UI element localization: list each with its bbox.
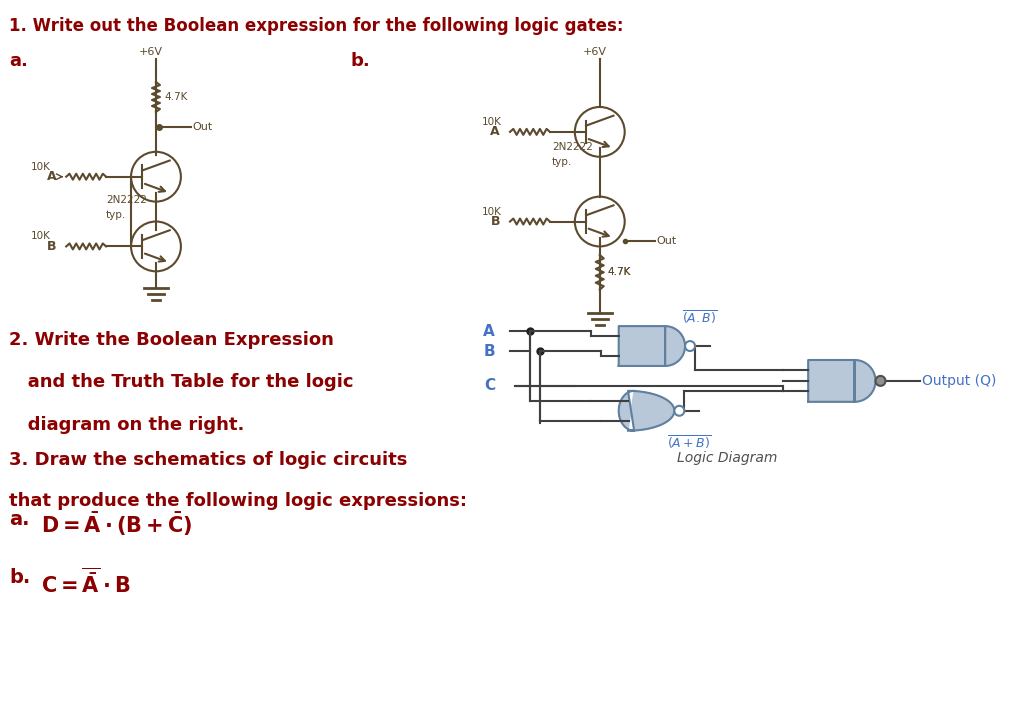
Text: 4.7K: 4.7K [607,267,631,277]
Text: B: B [47,240,56,253]
Text: $\overline{(A.B)}$: $\overline{(A.B)}$ [682,309,718,326]
Text: A: A [490,125,500,139]
Polygon shape [808,360,876,402]
Text: b.: b. [9,568,31,587]
Text: B: B [483,343,495,358]
Text: $\overline{(A+B)}$: $\overline{(A+B)}$ [668,434,712,451]
Text: that produce the following logic expressions:: that produce the following logic express… [9,493,467,510]
Text: a.: a. [9,510,30,530]
Text: 1. Write out the Boolean expression for the following logic gates:: 1. Write out the Boolean expression for … [9,17,624,36]
Circle shape [675,406,684,416]
Text: Logic Diagram: Logic Diagram [678,451,778,464]
Text: diagram on the right.: diagram on the right. [9,416,245,434]
Text: 2N2222: 2N2222 [552,141,593,152]
Text: b.: b. [350,52,371,70]
Polygon shape [618,391,675,431]
Text: and the Truth Table for the logic: and the Truth Table for the logic [9,373,354,391]
Text: 10K: 10K [482,117,502,127]
Text: 4.7K: 4.7K [607,267,631,277]
Text: A: A [47,170,56,183]
Text: $\mathbf{C = \overline{\bar{A}} \cdot B}$: $\mathbf{C = \overline{\bar{A}} \cdot B}… [41,568,131,598]
Text: Out: Out [193,122,213,132]
Circle shape [876,376,886,386]
Text: B: B [490,215,500,228]
Text: A: A [483,324,495,338]
Text: 10K: 10K [32,232,51,242]
Text: +6V: +6V [583,47,607,57]
Text: 10K: 10K [32,161,51,172]
Text: Out: Out [656,237,677,247]
Text: 4.7K: 4.7K [164,92,187,102]
Text: typ.: typ. [552,156,572,167]
Text: 2N2222: 2N2222 [106,195,147,205]
Text: 3. Draw the schematics of logic circuits: 3. Draw the schematics of logic circuits [9,451,408,469]
Text: $\mathbf{D = \bar{A} \cdot (B + \bar{C})}$: $\mathbf{D = \bar{A} \cdot (B + \bar{C})… [41,510,193,538]
Text: a.: a. [9,52,29,70]
Text: 2. Write the Boolean Expression: 2. Write the Boolean Expression [9,331,334,349]
Text: C: C [484,378,495,393]
Polygon shape [618,326,685,366]
Text: Output (Q): Output (Q) [923,374,996,388]
Text: typ.: typ. [106,210,126,220]
Text: 10K: 10K [482,206,502,217]
Circle shape [685,341,695,351]
Text: +6V: +6V [139,47,163,57]
